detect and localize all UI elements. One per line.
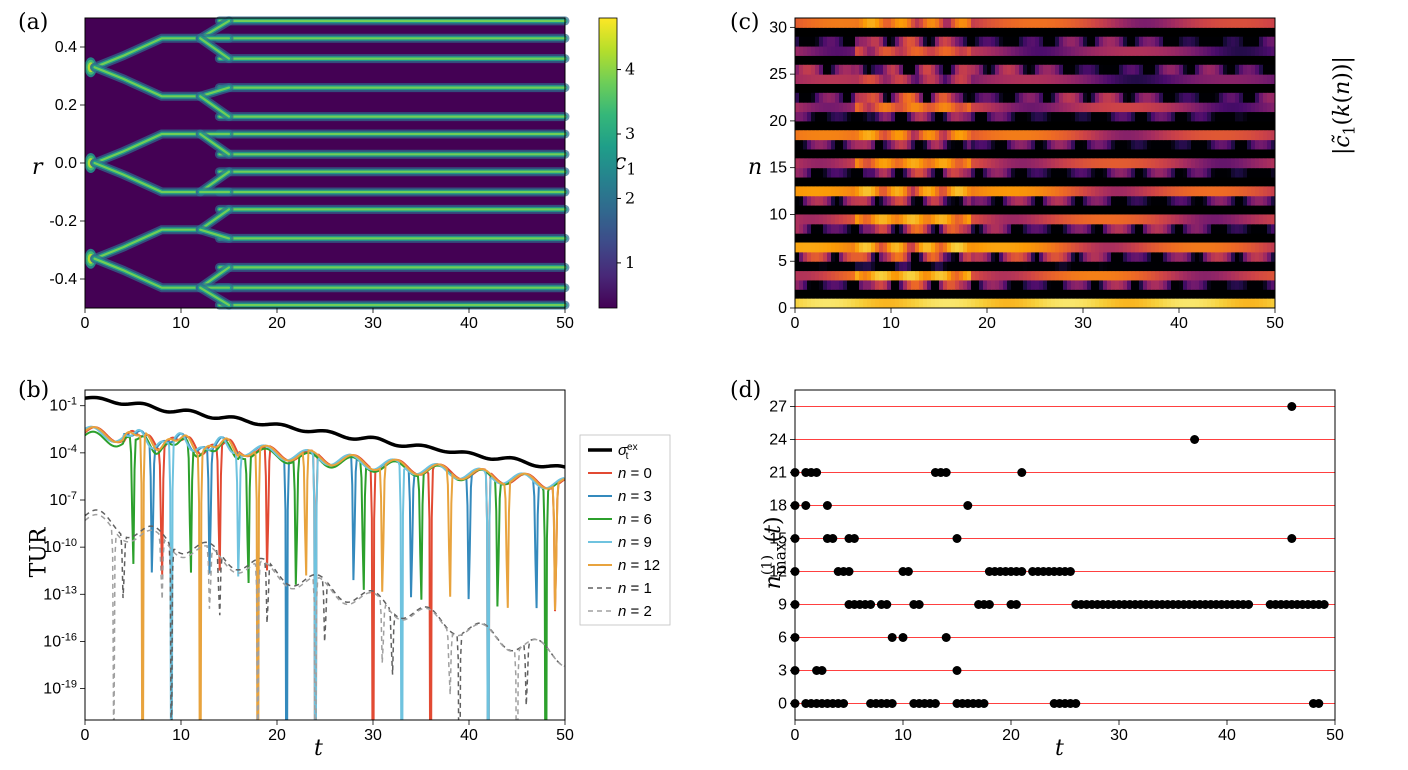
svg-text:27: 27: [769, 399, 787, 416]
svg-text:9: 9: [778, 597, 787, 614]
svg-text:10: 10: [882, 315, 900, 332]
svg-text:40: 40: [460, 315, 478, 332]
svg-text:10-4: 10-4: [49, 443, 77, 462]
svg-text:50: 50: [1266, 315, 1284, 332]
svg-text:-0.2: -0.2: [49, 213, 77, 230]
svg-text:3: 3: [778, 663, 787, 680]
svg-text:10: 10: [769, 206, 787, 223]
svg-text:n = 6: n = 6: [618, 511, 652, 528]
svg-text:10-13: 10-13: [43, 584, 77, 603]
svg-text:30: 30: [769, 19, 787, 36]
svg-text:15: 15: [769, 160, 787, 177]
svg-text:0: 0: [791, 727, 800, 744]
svg-text:0.0: 0.0: [55, 155, 77, 172]
svg-text:20: 20: [268, 315, 286, 332]
svg-text:0: 0: [791, 315, 800, 332]
svg-text:50: 50: [556, 315, 574, 332]
svg-text:n = 1: n = 1: [618, 580, 652, 597]
svg-text:30: 30: [364, 727, 382, 744]
svg-text:24: 24: [769, 432, 787, 449]
svg-text:6: 6: [778, 630, 787, 647]
svg-text:10: 10: [172, 315, 190, 332]
svg-text:n = 9: n = 9: [618, 534, 652, 551]
svg-text:30: 30: [1074, 315, 1092, 332]
svg-text:-0.4: -0.4: [49, 271, 77, 288]
svg-text:50: 50: [556, 727, 574, 744]
svg-text:10: 10: [894, 727, 912, 744]
svg-text:40: 40: [1170, 315, 1188, 332]
svg-text:10-1: 10-1: [49, 396, 77, 415]
svg-text:40: 40: [1218, 727, 1236, 744]
svg-text:15: 15: [769, 531, 787, 548]
svg-text:n = 3: n = 3: [618, 488, 652, 505]
panel-d: 0 10 20 30 40 50 0 3 6 9 12 15 18 21 24 27: [735, 380, 1408, 770]
panel-c: 0102030405005101520253010⁻²10⁻¹10⁰: [735, 8, 1408, 358]
panel-a: 0 10 20 30 40 50 -0.4 -0.2 0.0 0.2 0.4 1 2 3 4: [25, 8, 705, 358]
figure: { "canvas":{"w":1408,"h":768,"bg":"#ffff…: [0, 0, 1408, 768]
svg-text:3: 3: [625, 124, 635, 143]
svg-text:10: 10: [172, 727, 190, 744]
svg-text:0.2: 0.2: [55, 97, 77, 114]
svg-text:0.4: 0.4: [55, 39, 77, 56]
svg-text:0: 0: [81, 315, 90, 332]
svg-text:1: 1: [625, 253, 635, 272]
svg-text:4: 4: [625, 60, 635, 79]
svg-text:30: 30: [364, 315, 382, 332]
svg-text:10-10: 10-10: [43, 537, 77, 556]
svg-text:12: 12: [769, 564, 787, 581]
svg-text:21: 21: [769, 465, 787, 482]
svg-text:25: 25: [769, 66, 787, 83]
svg-text:20: 20: [1002, 727, 1020, 744]
svg-text:10-7: 10-7: [49, 490, 77, 509]
svg-text:n = 2: n = 2: [618, 603, 652, 620]
svg-text:50: 50: [1326, 727, 1344, 744]
svg-text:0: 0: [778, 300, 787, 317]
svg-text:20: 20: [268, 727, 286, 744]
svg-text:0: 0: [81, 727, 90, 744]
svg-text:5: 5: [778, 253, 787, 270]
svg-text:10-16: 10-16: [43, 631, 77, 650]
svg-text:n = 12: n = 12: [618, 557, 660, 574]
svg-text:20: 20: [769, 113, 787, 130]
svg-text:20: 20: [978, 315, 996, 332]
svg-text:40: 40: [460, 727, 478, 744]
svg-text:18: 18: [769, 498, 787, 515]
svg-text:10-19: 10-19: [43, 679, 77, 698]
svg-text:n = 0: n = 0: [618, 465, 652, 482]
svg-text:2: 2: [625, 188, 635, 207]
svg-text:30: 30: [1110, 727, 1128, 744]
svg-text:0: 0: [778, 696, 787, 713]
panel-b: 0 10 20 30 40 50 10-19 10-16 10-13 10-10 10-7 10-4 1…: [25, 380, 705, 770]
